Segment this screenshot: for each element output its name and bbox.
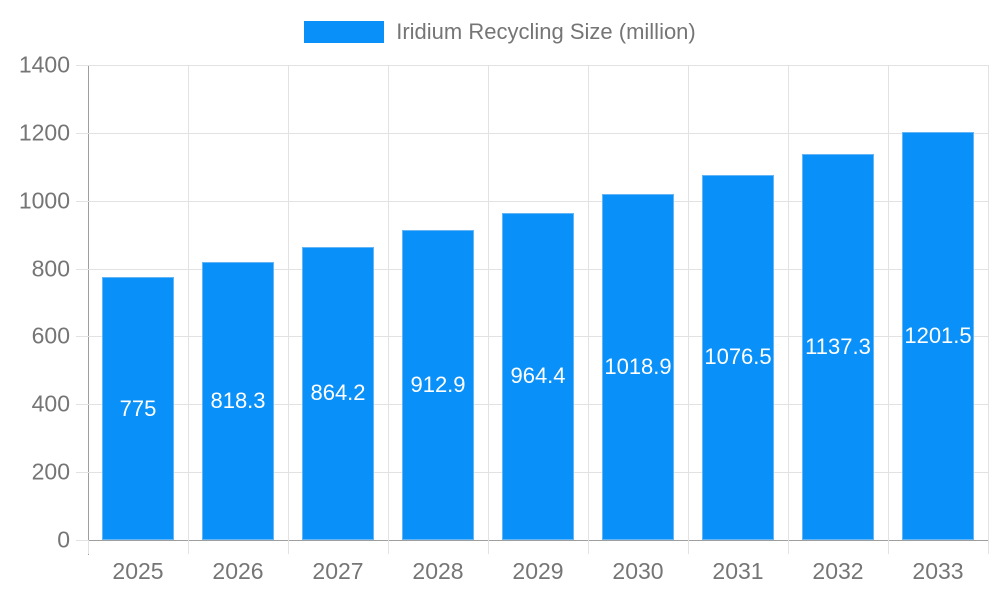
legend-swatch (304, 21, 385, 43)
y-tick-label: 600 (31, 322, 70, 349)
y-tick-label: 400 (31, 390, 70, 417)
x-axis-line (80, 540, 988, 541)
y-tick-label: 1400 (18, 51, 70, 78)
y-tick-label: 200 (31, 458, 70, 485)
legend-label: Iridium Recycling Size (million) (396, 19, 696, 44)
bar (302, 246, 374, 540)
y-tick-mark (76, 200, 88, 202)
x-tick-mark (588, 540, 589, 554)
bar-value-label: 818.3 (210, 388, 266, 414)
x-tick-label: 2026 (212, 558, 264, 584)
bar-value-label: 912.9 (410, 372, 466, 398)
v-gridline (588, 65, 589, 540)
v-gridline (688, 65, 689, 540)
v-gridline (988, 65, 989, 540)
v-gridline (488, 65, 489, 540)
v-gridline (888, 65, 889, 540)
y-tick-mark (76, 132, 88, 134)
x-tick-mark (188, 540, 189, 554)
x-tick-label: 2029 (512, 558, 564, 584)
x-tick-mark (88, 540, 89, 554)
x-tick-label: 2027 (312, 558, 364, 584)
bar (402, 230, 474, 540)
y-tick-mark (76, 472, 88, 474)
bar-value-label: 775 (119, 395, 157, 421)
bar (602, 194, 674, 540)
y-tick-mark (76, 540, 88, 541)
bar-value-label: 1018.9 (604, 354, 672, 380)
v-gridline (788, 65, 789, 540)
bar (202, 262, 274, 540)
x-tick-mark (988, 540, 989, 554)
legend[interactable]: Iridium Recycling Size (million) (0, 20, 1000, 44)
v-gridline (188, 65, 189, 540)
y-tick-label: 0 (57, 526, 70, 553)
y-tick-mark (76, 268, 88, 270)
plot-area: 775 818.3 864.2 912.9 964.4 1018.9 1076.5 1137.… (88, 65, 989, 540)
v-gridline (388, 65, 389, 540)
x-tick-label: 2028 (412, 558, 464, 584)
y-axis-line (88, 65, 89, 555)
bar-value-label: 864.2 (310, 380, 366, 406)
bar-value-label: 1137.3 (805, 334, 871, 360)
h-gridline (88, 132, 988, 134)
v-gridline (288, 65, 289, 540)
bar (502, 212, 574, 540)
y-tick-label: 800 (31, 255, 70, 282)
x-tick-label: 2025 (112, 558, 164, 584)
bar (902, 132, 974, 540)
x-tick-mark (888, 540, 889, 554)
y-tick-mark (76, 404, 88, 406)
x-tick-mark (388, 540, 389, 554)
bar (802, 154, 874, 540)
h-gridline (88, 200, 988, 202)
x-tick-label: 2030 (612, 558, 664, 584)
bar-value-label: 964.4 (510, 363, 566, 389)
x-tick-label: 2033 (912, 558, 964, 584)
y-tick-mark (76, 336, 88, 338)
y-tick-label: 1000 (18, 187, 70, 214)
h-gridline (88, 65, 988, 66)
bar-value-label: 1076.5 (704, 344, 772, 370)
bar (702, 174, 774, 540)
bar-value-label: 1201.5 (904, 323, 972, 349)
x-tick-label: 2032 (812, 558, 864, 584)
x-tick-mark (288, 540, 289, 554)
bar (102, 277, 174, 540)
x-tick-mark (788, 540, 789, 554)
x-tick-mark (688, 540, 689, 554)
x-tick-mark (488, 540, 489, 554)
x-tick-label: 2031 (712, 558, 764, 584)
y-tick-label: 1200 (18, 119, 70, 146)
y-tick-mark (76, 65, 88, 66)
